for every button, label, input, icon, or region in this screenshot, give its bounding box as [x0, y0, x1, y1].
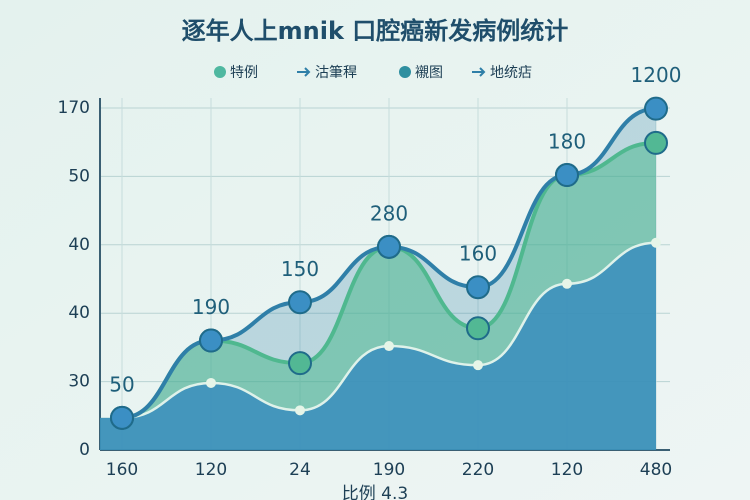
- data-label: 160: [459, 242, 497, 266]
- area: [100, 242, 656, 450]
- data-label: 190: [192, 295, 230, 319]
- point: [288, 351, 312, 376]
- point: [384, 341, 394, 352]
- data-label: 150: [281, 257, 319, 281]
- data-label: 50: [109, 372, 134, 396]
- point: [644, 96, 668, 121]
- data-label: 1200: [631, 63, 682, 87]
- legend-label: 特例: [230, 65, 258, 81]
- point: [377, 234, 401, 259]
- point: [651, 237, 661, 248]
- data-label: 280: [370, 201, 408, 225]
- y-tick-label: 0: [79, 440, 90, 460]
- point: [288, 290, 312, 315]
- point: [199, 328, 223, 353]
- legend-label: 沽筆稈: [315, 65, 357, 81]
- y-tick-label: 30: [68, 372, 90, 392]
- x-tick-label: 160: [106, 460, 138, 480]
- x-tick-label: 480: [640, 460, 672, 480]
- x-axis-label: 比例 4.3: [342, 484, 408, 500]
- legend-arrow: [472, 67, 486, 77]
- legend-arrow: [297, 67, 311, 77]
- x-tick-label: 120: [195, 460, 227, 480]
- data-label: 180: [548, 130, 586, 154]
- y-tick-label: 170: [58, 98, 90, 118]
- point: [644, 130, 668, 155]
- legend-label: 地统痁: [490, 65, 532, 81]
- y-tick-label: 50: [68, 166, 90, 186]
- point: [206, 377, 216, 388]
- point: [555, 163, 579, 188]
- point: [295, 405, 305, 416]
- x-tick-label: 120: [551, 460, 583, 480]
- legend-marker: [399, 66, 411, 78]
- point: [562, 278, 572, 289]
- point: [466, 275, 490, 300]
- point: [110, 405, 134, 430]
- point: [473, 360, 483, 371]
- x-tick-label: 24: [289, 460, 311, 480]
- y-tick-label: 40: [68, 235, 90, 255]
- legend-label: 襯图: [415, 64, 443, 81]
- point: [466, 316, 490, 341]
- x-tick-label: 190: [373, 460, 405, 480]
- legend-marker: [214, 66, 226, 78]
- y-tick-label: 40: [68, 303, 90, 323]
- chart-title: 逐年人上mnik 口腔癌新发病例统计: [182, 17, 569, 45]
- x-tick-label: 220: [462, 460, 494, 480]
